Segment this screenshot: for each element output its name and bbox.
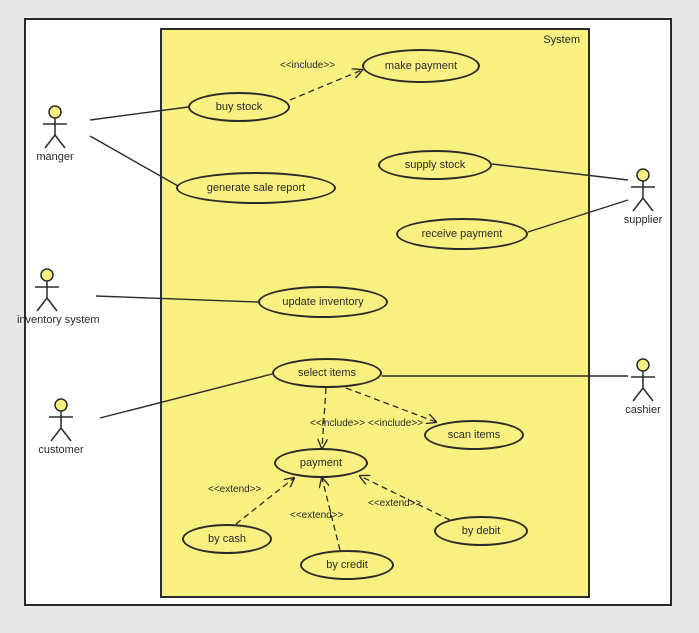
usecase-label: make payment bbox=[385, 60, 457, 72]
usecase-supply-stock: supply stock bbox=[378, 150, 492, 180]
usecase-payment: payment bbox=[274, 448, 368, 478]
usecase-update-inventory: update inventory bbox=[258, 286, 388, 318]
usecase-label: supply stock bbox=[405, 159, 466, 171]
extend-label: <<extend>> bbox=[208, 484, 261, 495]
usecase-label: scan items bbox=[448, 429, 501, 441]
usecase-make-payment: make payment bbox=[362, 49, 480, 83]
actor-inventory: inventory system bbox=[17, 268, 77, 326]
actor-label: cashier bbox=[613, 404, 673, 416]
usecase-label: update inventory bbox=[282, 296, 363, 308]
actor-icon bbox=[46, 398, 76, 442]
usecase-buy-stock: buy stock bbox=[188, 92, 290, 122]
actor-icon bbox=[40, 105, 70, 149]
usecase-label: select items bbox=[298, 367, 356, 379]
system-label: System bbox=[543, 34, 580, 46]
diagram-canvas: System make payment buy stock supply stock… bbox=[0, 0, 699, 633]
actor-label: inventory system bbox=[17, 314, 77, 326]
usecase-by-credit: by credit bbox=[300, 550, 394, 580]
include-label: <<include>> bbox=[310, 418, 365, 429]
usecase-by-cash: by cash bbox=[182, 524, 272, 554]
actor-icon bbox=[628, 168, 658, 212]
actor-label: manger bbox=[25, 151, 85, 163]
actor-icon bbox=[32, 268, 62, 312]
usecase-label: buy stock bbox=[216, 101, 262, 113]
usecase-label: by debit bbox=[462, 525, 501, 537]
usecase-label: payment bbox=[300, 457, 342, 469]
usecase-label: by cash bbox=[208, 533, 246, 545]
usecase-receive-payment: receive payment bbox=[396, 218, 528, 250]
usecase-by-debit: by debit bbox=[434, 516, 528, 546]
usecase-label: receive payment bbox=[422, 228, 503, 240]
actor-manager: manger bbox=[25, 105, 85, 163]
usecase-gen-report: generate sale report bbox=[176, 172, 336, 204]
usecase-label: by credit bbox=[326, 559, 368, 571]
usecase-select-items: select items bbox=[272, 358, 382, 388]
actor-supplier: supplier bbox=[613, 168, 673, 226]
usecase-scan-items: scan items bbox=[424, 420, 524, 450]
extend-label: <<extend>> bbox=[290, 510, 343, 521]
include-label: <<include>> bbox=[368, 418, 423, 429]
extend-label: <<extend>> bbox=[368, 498, 421, 509]
usecase-label: generate sale report bbox=[207, 182, 305, 194]
actor-cashier: cashier bbox=[613, 358, 673, 416]
include-label: <<include>> bbox=[280, 60, 335, 71]
actor-label: supplier bbox=[613, 214, 673, 226]
actor-icon bbox=[628, 358, 658, 402]
actor-label: customer bbox=[31, 444, 91, 456]
actor-customer: customer bbox=[31, 398, 91, 456]
